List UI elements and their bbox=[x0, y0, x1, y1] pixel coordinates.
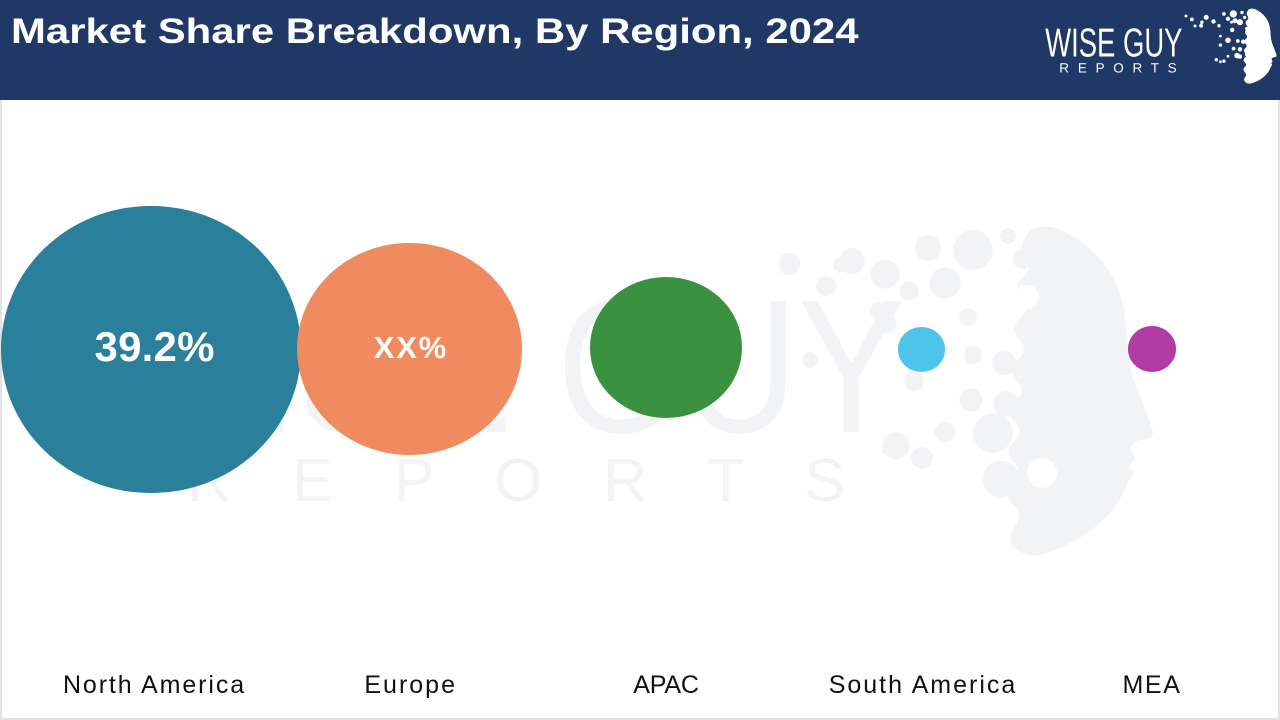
svg-text:R E P O R T S: R E P O R T S bbox=[1059, 60, 1176, 75]
svg-text:R E P O R T S: R E P O R T S bbox=[187, 446, 845, 514]
svg-text:WISE GUY: WISE GUY bbox=[1045, 20, 1182, 66]
